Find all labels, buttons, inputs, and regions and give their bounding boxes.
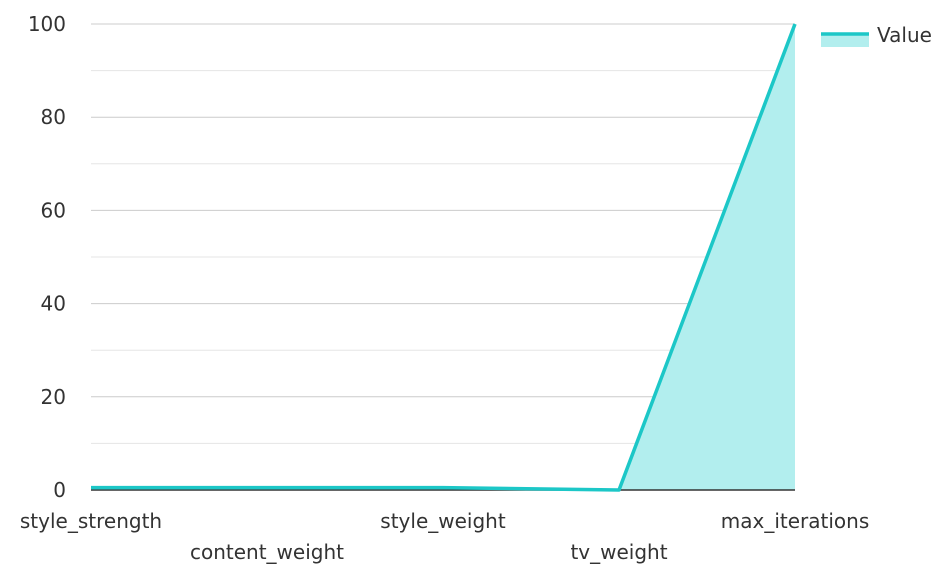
- y-tick-label: 100: [28, 12, 66, 36]
- x-axis-ticks: style_strength content_weight style_weight…: [20, 509, 869, 564]
- x-tick-label: max_iterations: [721, 509, 870, 533]
- y-tick-label: 80: [41, 105, 66, 129]
- y-tick-label: 0: [53, 478, 66, 502]
- grid-lines: [91, 23, 795, 444]
- series-area-value: [91, 24, 795, 490]
- x-tick-label: tv_weight: [570, 540, 667, 564]
- y-tick-label: 40: [41, 292, 66, 316]
- y-tick-label: 20: [41, 385, 66, 409]
- x-tick-label: style_strength: [20, 509, 162, 533]
- x-tick-label: style_weight: [380, 509, 506, 533]
- legend: Value: [821, 23, 932, 47]
- series-line-value: [91, 23, 797, 492]
- y-tick-label: 60: [41, 198, 66, 222]
- y-axis-ticks: 0 20 40 60 80 100: [28, 12, 66, 502]
- legend-label-value: Value: [877, 23, 932, 47]
- legend-swatch-fill: [821, 33, 869, 47]
- x-tick-label: content_weight: [190, 540, 344, 564]
